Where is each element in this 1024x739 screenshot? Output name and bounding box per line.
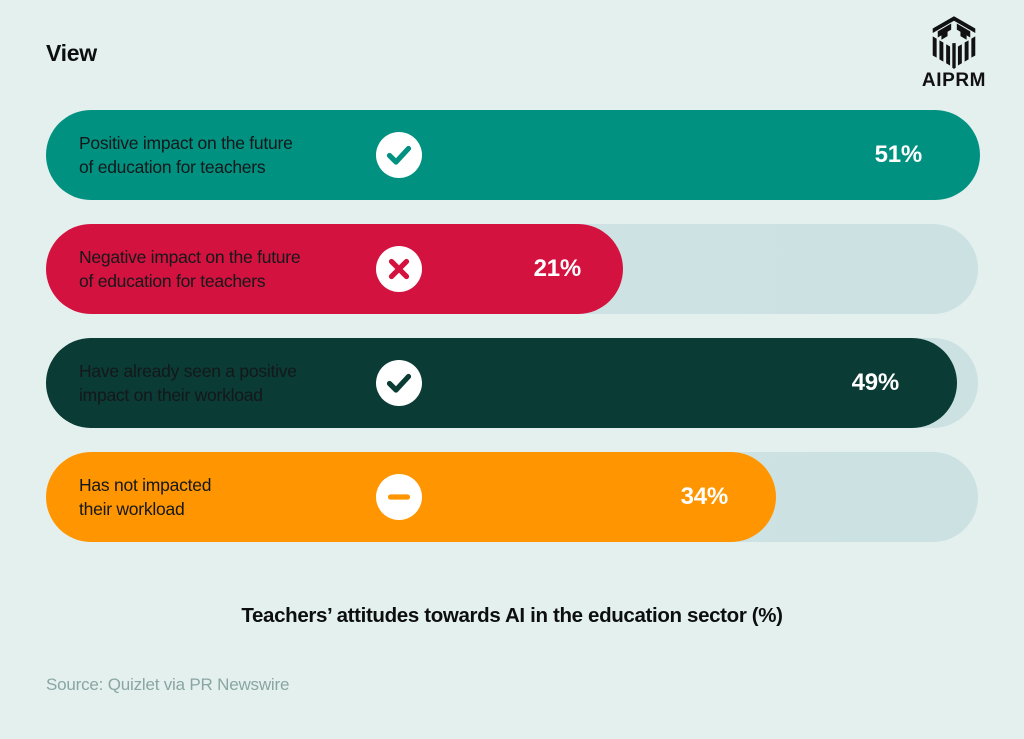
aiprm-hexagon-logo-icon [932, 16, 976, 69]
bar-row: 34% Has not impacted their workload [46, 452, 978, 542]
check-circle-icon [376, 132, 422, 178]
bar-value: 51% [874, 141, 923, 168]
bar-row: 21% Negative impact on the future of edu… [46, 224, 978, 314]
bar-fill: 51% [46, 110, 980, 200]
bar-label: Have already seen a positive impact on t… [79, 360, 297, 405]
bar-fill: 34% [46, 452, 776, 542]
header: View A [0, 0, 1024, 110]
bar-fill: 49% [46, 338, 957, 428]
page-title: View [46, 40, 97, 66]
bar-value: 21% [533, 255, 582, 282]
bar-value: 34% [680, 483, 729, 510]
cross-circle-icon [376, 246, 422, 292]
minus-circle-icon [376, 474, 422, 520]
bar-chart: 51% Positive impact on the future of edu… [0, 110, 1024, 566]
chart-caption: Teachers’ attitudes towards AI in the ed… [241, 604, 783, 627]
check-circle-icon [376, 360, 422, 406]
source-note: Source: Quizlet via PR Newswire [46, 675, 290, 694]
bar-row: 51% Positive impact on the future of edu… [46, 110, 980, 200]
bar-label: Positive impact on the future of educati… [79, 132, 293, 177]
bar-label: Negative impact on the future of educati… [79, 246, 301, 291]
bar-label: Has not impacted their workload [79, 474, 212, 519]
bar-value: 49% [851, 369, 900, 396]
bar-row: 49% Have already seen a positive impact … [46, 338, 978, 428]
brand-logo: AIPRM [917, 14, 991, 90]
brand-wordmark: AIPRM [921, 70, 987, 91]
bar-fill: 21% [46, 224, 623, 314]
